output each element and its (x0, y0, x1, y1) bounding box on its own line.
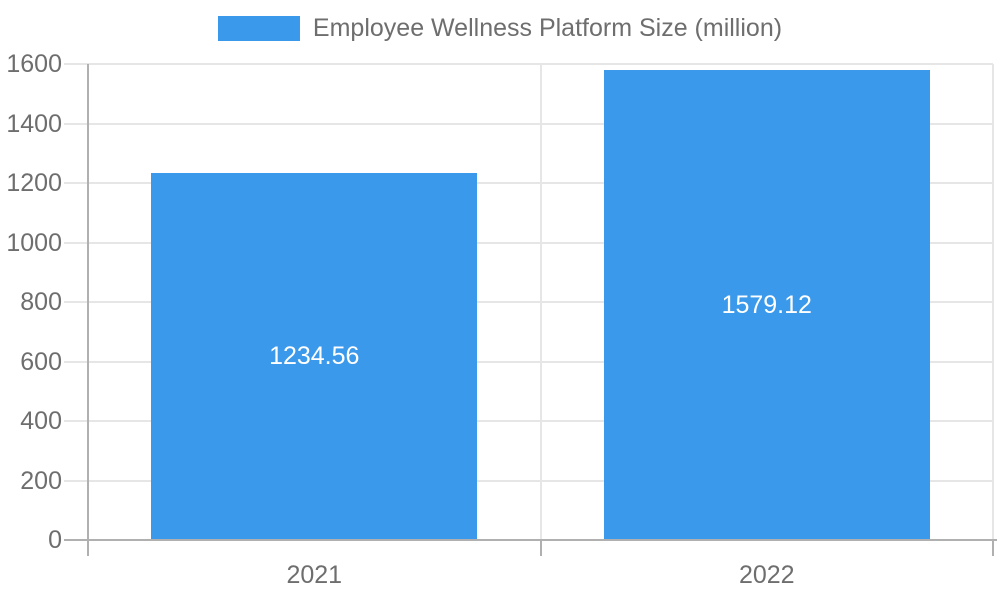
x-axis-tick (539, 540, 542, 556)
y-axis-line (87, 64, 89, 556)
y-axis-label: 600 (20, 347, 62, 376)
legend-swatch (217, 16, 300, 41)
y-axis-label: 1400 (6, 109, 62, 138)
y-axis-label: 1600 (6, 50, 62, 78)
y-axis-label: 0 (48, 526, 62, 554)
y-axis-label: 1200 (6, 169, 62, 197)
chart-legend[interactable]: Employee Wellness Platform Size (million… (0, 14, 1000, 43)
gridline (539, 64, 542, 540)
bar-2021[interactable] (151, 172, 478, 540)
y-axis-tick (64, 479, 88, 482)
y-axis-label: 400 (20, 407, 62, 435)
x-axis-label: 2022 (738, 561, 795, 589)
y-axis-label: 1000 (6, 228, 62, 257)
y-axis-tick (64, 360, 88, 363)
x-axis-tick (992, 540, 994, 556)
y-axis-tick (64, 182, 88, 184)
bar-2022[interactable] (603, 70, 930, 540)
y-axis-tick (64, 241, 88, 244)
legend-label: Employee Wellness Platform Size (million… (312, 14, 783, 42)
gridline (992, 64, 994, 540)
bar-value-label: 1234.56 (269, 341, 360, 370)
x-axis-line (64, 539, 997, 541)
y-axis-tick (64, 63, 88, 65)
y-axis-tick (64, 301, 88, 303)
y-axis-tick (64, 420, 88, 422)
bar-value-label: 1579.12 (721, 290, 812, 319)
x-axis-label: 2021 (286, 561, 343, 589)
y-axis-label: 200 (20, 466, 62, 495)
y-axis-tick (64, 122, 88, 125)
y-axis-label: 800 (20, 288, 62, 316)
